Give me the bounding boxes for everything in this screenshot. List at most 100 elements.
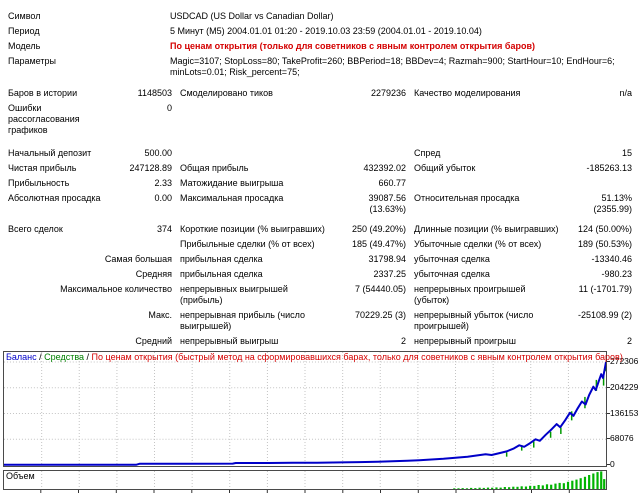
y-axis-tick — [607, 413, 610, 414]
report-value: 15 — [621, 148, 632, 158]
volume-bar — [461, 488, 464, 489]
y-axis-label: 204229 — [610, 382, 639, 392]
volume-bar — [470, 487, 473, 489]
report-value: 0.00 — [154, 193, 172, 203]
balance-panel: Баланс / Средства / По ценам открытия (б… — [3, 351, 623, 467]
report-value: 432392.02 — [363, 163, 406, 173]
report-row: Средний непрерывный выигрыш 2 непрерывный п… — [0, 336, 640, 347]
axis-tick-marks — [40, 490, 570, 493]
report-value: 31798.94 — [368, 254, 406, 264]
report-value: 185 (49.47%) — [351, 239, 406, 249]
report-value: n/a — [619, 88, 632, 98]
report-label: Баров в истории — [8, 88, 78, 98]
legend-separator: / — [36, 352, 45, 362]
header-label: Модель — [8, 41, 41, 51]
volume-bar — [575, 479, 578, 489]
volume-bars — [41, 471, 606, 489]
report-row: Всего сделок 374 Короткие позиции (% выигр… — [0, 224, 640, 235]
report-value: 1148503 — [137, 88, 172, 98]
header-value: По ценам открытия (только для советников… — [170, 41, 536, 51]
volume-bar — [524, 486, 528, 489]
report-label: Прибыльность — [8, 178, 70, 188]
report-label: Макс. — [148, 310, 172, 320]
chart-legend: Баланс / Средства / По ценам открытия (б… — [6, 352, 623, 363]
volume-bar — [550, 484, 553, 489]
y-axis-tick — [607, 361, 610, 362]
report-value: -980.23 — [601, 269, 632, 279]
report-row: Прибыльность 2.33 Матожидание выигрыша 660.… — [0, 178, 640, 189]
report-label: непрерывных выигрышей (прибыль) — [180, 284, 288, 305]
report-value: 70229.25 (3) — [354, 310, 406, 320]
y-axis-label: 0 — [610, 459, 615, 469]
report-label: Общая прибыль — [180, 163, 249, 173]
report-row: Средняя прибыльная сделка 2337.25 убыточная… — [0, 269, 640, 280]
report-label: Абсолютная просадка — [8, 193, 101, 203]
volume-bar — [600, 471, 603, 489]
report-row: Абсолютная просадка 0.00 Максимальная прос… — [0, 193, 640, 215]
volume-bar — [592, 473, 595, 489]
y-axis-labels: 272306 204229 136153 68076 0 — [607, 351, 640, 494]
report-label: Самая большая — [104, 254, 172, 264]
volume-bar — [562, 483, 565, 489]
volume-bar — [603, 479, 606, 489]
y-axis-tick — [607, 464, 610, 465]
report-row: Прибыльные сделки (% от всех) 185 (49.47%… — [0, 239, 640, 250]
report-value: 7 (54440.05) — [354, 284, 406, 294]
report-value: 2 — [400, 336, 406, 346]
report-row: Самая большая прибыльная сделка 31798.94 уб… — [0, 254, 640, 265]
volume-bar — [588, 475, 591, 489]
report-label: Ошибки рассогласования графиков — [8, 103, 80, 135]
report-row: Чистая прибыль 247128.89 Общая прибыль 4323… — [0, 163, 640, 174]
report-value: 2279236 — [370, 88, 406, 98]
report-label: прибыльная сделка — [180, 254, 263, 264]
report-value: 124 (50.00%) — [577, 224, 632, 234]
volume-bar — [508, 487, 511, 489]
report-label: убыточная сделка — [414, 254, 490, 264]
y-axis-label: 136153 — [610, 408, 639, 418]
report-label: Общий убыток — [414, 163, 476, 173]
header-label: Параметры — [8, 56, 56, 66]
report-label: прибыльная сделка — [180, 269, 263, 279]
report-label: непрерывная прибыль (число выигрышей) — [180, 310, 306, 331]
volume-bar — [478, 487, 481, 489]
report-value: 660.77 — [378, 178, 406, 188]
report-row: Ошибки рассогласования графиков 0 — [0, 103, 640, 136]
report-label: Убыточные сделки (% от всех) — [414, 239, 542, 249]
volume-bar — [465, 488, 469, 489]
legend-balance: Баланс — [6, 352, 37, 362]
report-value: 374 — [156, 224, 172, 234]
balance-chart: Баланс / Средства / По ценам открытия (б… — [3, 351, 640, 494]
volume-bar — [486, 487, 490, 489]
report-value: 247128.89 — [129, 163, 172, 173]
report-value: 189 (50.53%) — [577, 239, 632, 249]
volume-bar — [520, 486, 523, 489]
volume-bar — [495, 487, 498, 489]
volume-panel: Объем — [3, 470, 607, 490]
volume-bar — [537, 485, 540, 489]
volume-bar — [596, 472, 599, 489]
y-axis-tick — [607, 438, 610, 439]
report-label: Средний — [135, 336, 172, 346]
header-label: Период — [8, 26, 40, 36]
report-label: Короткие позиции (% выигравших) — [180, 224, 325, 234]
y-axis-tick — [607, 387, 610, 388]
report-value: 2.33 — [154, 178, 172, 188]
report-value: 2 — [626, 336, 632, 346]
chart-panels: Баланс / Средства / По ценам открытия (б… — [3, 351, 623, 494]
report-label: непрерывный проигрыш — [414, 336, 516, 346]
report-value: 11 (-1701.79) — [578, 284, 632, 294]
report-label: непрерывный выигрыш — [180, 336, 279, 346]
volume-bar — [541, 485, 544, 489]
volume-bar — [453, 488, 456, 489]
volume-bar — [566, 481, 570, 489]
header-value: USDCAD (US Dollar vs Canadian Dollar) — [170, 11, 334, 21]
report-label: Средняя — [135, 269, 172, 279]
volume-bar — [491, 487, 494, 489]
report-value: 250 (49.20%) — [351, 224, 406, 234]
header-value: Magic=3107; StopLoss=80; TakeProfit=260;… — [170, 56, 615, 77]
balance-line — [4, 361, 606, 466]
volume-bar — [554, 483, 557, 489]
volume-bar — [545, 484, 549, 489]
report-label: убыточная сделка — [414, 269, 490, 279]
header-row: Параметры Magic=3107; StopLoss=80; TakePr… — [0, 56, 640, 78]
